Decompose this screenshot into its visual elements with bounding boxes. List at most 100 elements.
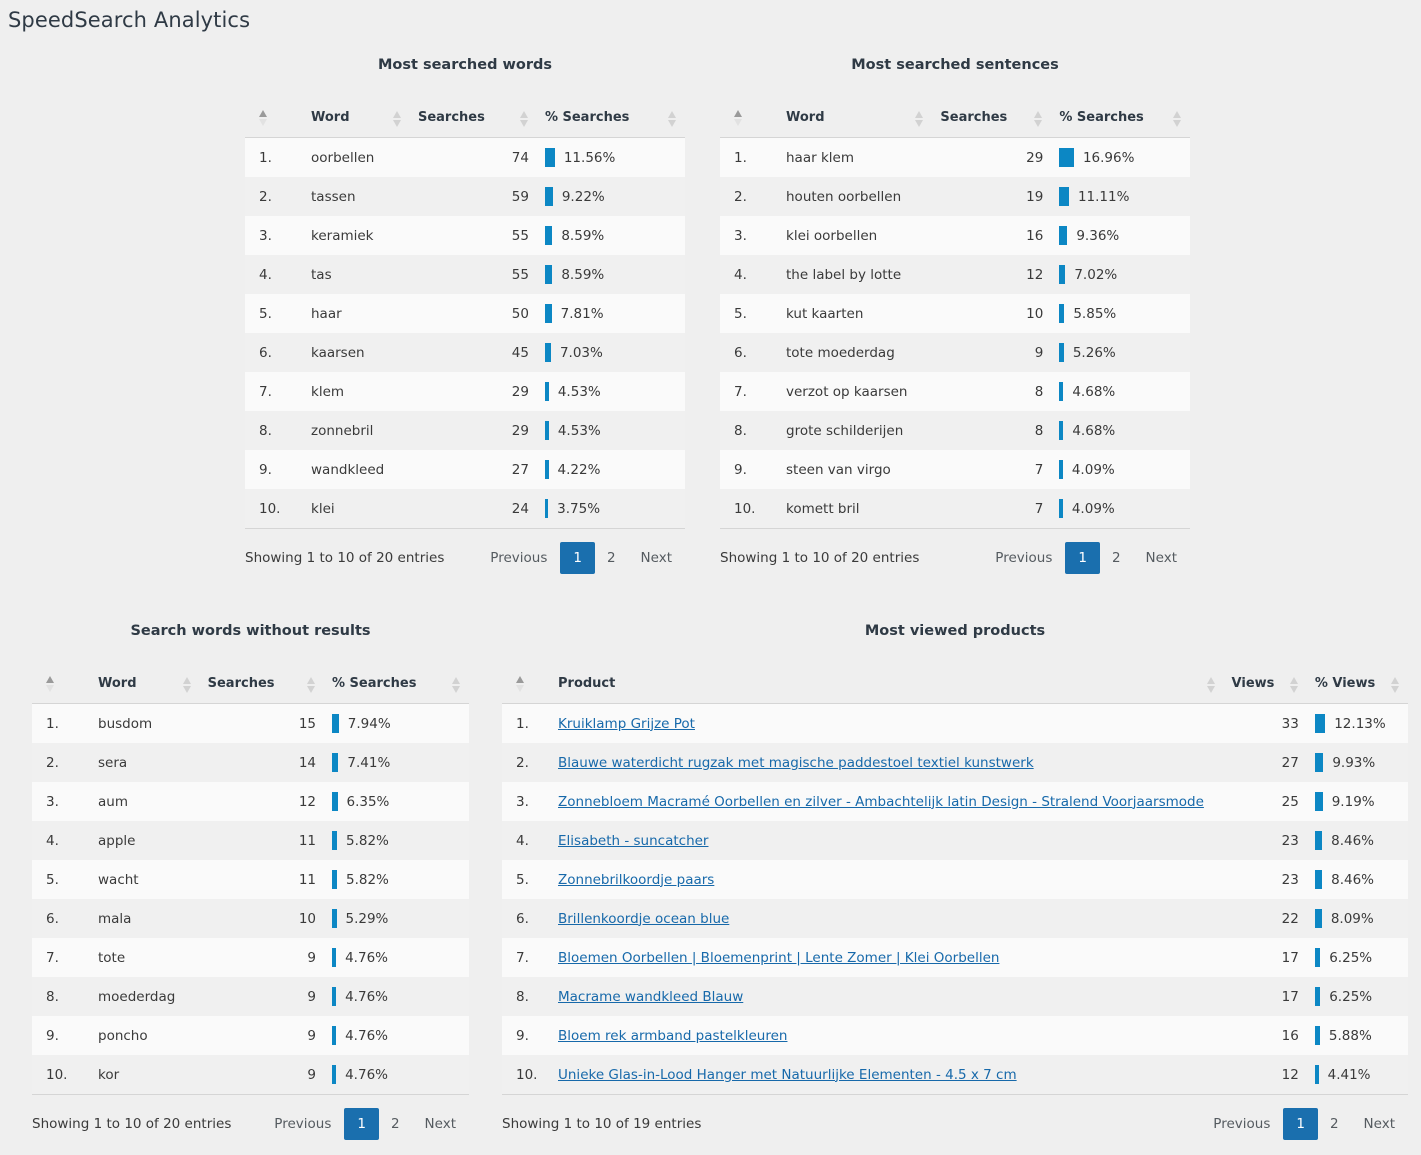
sort-icon[interactable] [1034, 110, 1043, 128]
product-cell: Elisabeth - suncatcher [550, 821, 1224, 860]
col-header-index[interactable] [32, 669, 90, 704]
pagination-page-1[interactable]: 1 [1283, 1108, 1318, 1140]
col-header-pct-views[interactable]: % Views [1306, 669, 1408, 704]
product-link[interactable]: Blauwe waterdicht rugzak met magische pa… [558, 754, 1034, 771]
sort-icon[interactable] [915, 110, 924, 128]
pagination-next[interactable]: Next [1363, 1116, 1395, 1132]
sort-icon[interactable] [1289, 676, 1299, 694]
percent-bar [332, 831, 337, 850]
product-cell: Bloemen Oorbellen | Bloemenprint | Lente… [550, 938, 1224, 977]
col-header-views-label: Views [1231, 676, 1275, 691]
sort-icon[interactable] [182, 676, 192, 694]
table-row: 5. wacht 11 5.82% [32, 860, 469, 899]
col-header-views[interactable]: Views [1223, 669, 1307, 704]
product-link[interactable]: Kruiklamp Grijze Pot [558, 715, 695, 732]
percent-cell: 7.41% [324, 743, 469, 782]
col-header-index[interactable] [245, 103, 303, 138]
product-link[interactable]: Brillenkoordje ocean blue [558, 910, 730, 927]
product-link[interactable]: Zonnebrilkoordje paars [558, 871, 715, 888]
sort-icon[interactable] [668, 110, 677, 128]
col-header-pct-searches[interactable]: % Searches [1051, 103, 1190, 138]
col-header-searches-label: Searches [417, 110, 485, 125]
product-link[interactable]: Elisabeth - suncatcher [558, 832, 709, 849]
col-header-word[interactable]: Word [90, 669, 200, 704]
percent-bar-wrap: 5.26% [1059, 343, 1182, 362]
views-value: 27 [1281, 754, 1299, 771]
sort-icon[interactable] [519, 110, 529, 128]
sort-icon[interactable] [1173, 110, 1182, 128]
sort-ascending-icon[interactable] [516, 675, 525, 693]
pagination-previous[interactable]: Previous [490, 550, 548, 566]
percent-cell: 4.76% [324, 977, 469, 1016]
percent-cell: 5.88% [1307, 1016, 1408, 1055]
percent-bar-wrap: 4.76% [332, 1026, 461, 1045]
table-row: 9. poncho 9 4.76% [32, 1016, 469, 1055]
pagination-previous[interactable]: Previous [995, 550, 1053, 566]
percent-bar [1314, 831, 1323, 850]
pagination-page-1[interactable]: 1 [1065, 542, 1100, 574]
percent-cell: 9.19% [1307, 782, 1408, 821]
col-header-searches[interactable]: Searches [932, 103, 1052, 138]
percent-bar-wrap: 9.93% [1314, 753, 1400, 772]
percent-bar [332, 792, 338, 811]
pagination-page-1[interactable]: 1 [344, 1108, 379, 1140]
sort-icon[interactable] [1391, 676, 1400, 694]
col-header-word-label: Word [786, 110, 825, 125]
col-header-index[interactable] [502, 669, 550, 704]
table-body: 1. haar klem 29 16.96% 2. houten oorbellen 19 1… [720, 137, 1190, 528]
table-row: 10. Unieke Glas-in-Lood Hanger met Natuur… [502, 1055, 1408, 1094]
product-link[interactable]: Bloem rek armband pastelkleuren [558, 1027, 788, 1044]
sort-icon[interactable] [452, 676, 461, 694]
pagination-previous[interactable]: Previous [274, 1116, 332, 1132]
pagination-next[interactable]: Next [424, 1116, 456, 1132]
percent-bar [544, 304, 552, 323]
percent-bar [1059, 265, 1066, 284]
table-head: Word Searches % Searches [32, 669, 469, 704]
word-cell: tote [98, 949, 126, 966]
col-header-pct-searches[interactable]: % Searches [536, 103, 685, 138]
row-index: 4. [516, 832, 529, 849]
percent-cell: 8.59% [537, 216, 685, 255]
percent-bar-wrap: 5.82% [332, 870, 461, 889]
sort-icon[interactable] [392, 110, 402, 128]
table-row: 7. tote 9 4.76% [32, 938, 469, 977]
col-header-searches[interactable]: Searches [199, 669, 324, 704]
sort-ascending-icon[interactable] [734, 109, 743, 127]
pagination-page-1[interactable]: 1 [560, 542, 595, 574]
percent-bar-wrap: 4.53% [544, 421, 677, 440]
sort-ascending-icon[interactable] [259, 109, 268, 127]
col-header-index[interactable] [720, 103, 778, 138]
table-row: 8. Macrame wandkleed Blauw 17 6.25% [502, 977, 1408, 1016]
sort-icon[interactable] [1206, 676, 1216, 694]
pagination-page-2[interactable]: 2 [390, 1116, 400, 1132]
sort-icon[interactable] [307, 676, 316, 694]
product-link[interactable]: Unieke Glas-in-Lood Hanger met Natuurlij… [558, 1066, 1017, 1083]
pagination-page-2[interactable]: 2 [606, 550, 616, 566]
table-row: 4. tas 55 8.59% [245, 255, 685, 294]
percent-bar [1314, 909, 1322, 928]
table-header-row: Word Searches % Searches [32, 669, 469, 704]
percent-bar-wrap: 7.02% [1059, 265, 1182, 284]
row-index: 3. [259, 227, 272, 244]
col-header-word[interactable]: Word [778, 103, 933, 138]
percent-bar-wrap: 7.03% [544, 343, 677, 362]
row-index: 9. [259, 461, 272, 478]
pagination-next[interactable]: Next [640, 550, 672, 566]
percent-cell: 9.36% [1051, 216, 1190, 255]
product-link[interactable]: Bloemen Oorbellen | Bloemenprint | Lente… [558, 949, 1000, 966]
col-header-pct-searches[interactable]: % Searches [324, 669, 469, 704]
pagination-page-2[interactable]: 2 [1329, 1116, 1339, 1132]
pagination-page-2[interactable]: 2 [1111, 550, 1121, 566]
col-header-product[interactable]: Product [550, 669, 1224, 704]
percent-cell: 6.25% [1307, 938, 1408, 977]
product-link[interactable]: Macrame wandkleed Blauw [558, 988, 744, 1005]
pagination-next[interactable]: Next [1145, 550, 1177, 566]
product-link[interactable]: Zonnebloem Macramé Oorbellen en zilver -… [558, 793, 1204, 810]
table-row: 10. komett bril 7 4.09% [720, 489, 1190, 528]
col-header-word[interactable]: Word [303, 103, 410, 138]
sort-ascending-icon[interactable] [46, 675, 55, 693]
searches-value: 29 [511, 383, 529, 400]
col-header-searches[interactable]: Searches [409, 103, 537, 138]
pagination-previous[interactable]: Previous [1213, 1116, 1271, 1132]
percent-label: 4.76% [345, 988, 388, 1005]
